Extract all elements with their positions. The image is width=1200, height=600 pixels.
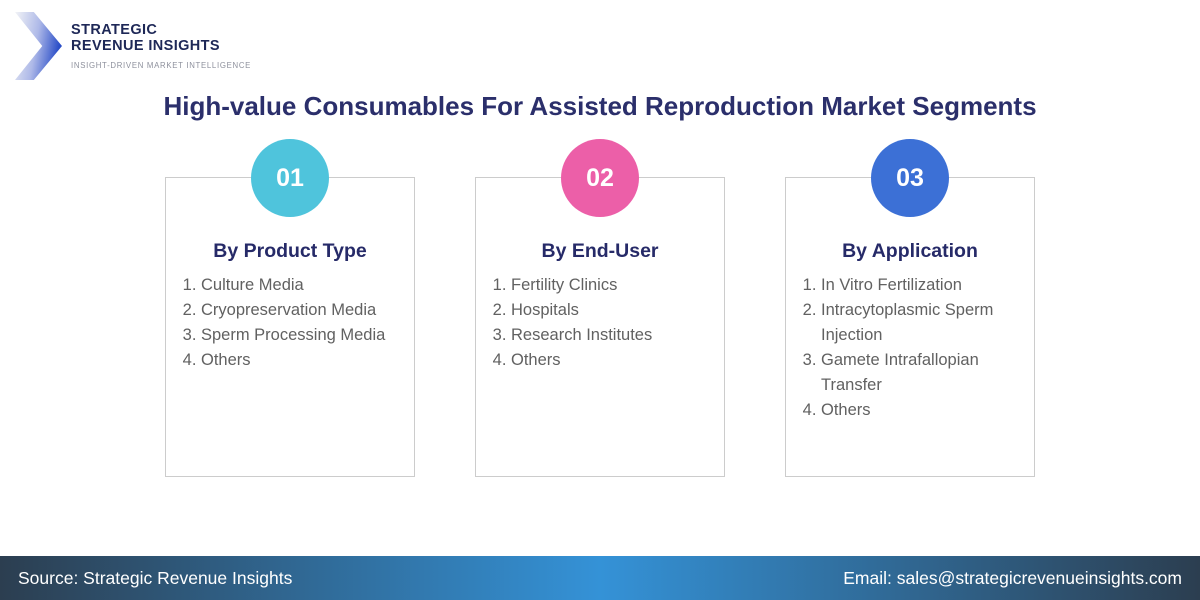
segment-list-item: Others [511,348,710,373]
card-number-badge: 03 [871,139,949,217]
brand-name-line2: REVENUE INSIGHTS [71,38,221,54]
segment-list-item: Others [821,398,1020,423]
segment-list-item: Sperm Processing Media [201,323,400,348]
card-heading: By End-User [541,240,659,262]
card-number-badge: 02 [561,139,639,217]
segment-list-item: Intracytoplasmic Sperm Injection [821,298,1020,348]
card-heading: By Product Type [213,240,367,262]
card-number-badge: 01 [251,139,329,217]
segment-list-item: In Vitro Fertilization [821,273,1020,298]
brand-text: STRATEGIC REVENUE INSIGHTS INSIGHT-DRIVE… [71,22,251,70]
segment-list: In Vitro FertilizationIntracytoplasmic S… [800,273,1020,423]
chevron-arrow-icon [15,12,62,80]
footer-source: Source: Strategic Revenue Insights [18,567,293,588]
segment-list-item: Culture Media [201,273,400,298]
brand-logo: STRATEGIC REVENUE INSIGHTS INSIGHT-DRIVE… [15,12,251,80]
segment-list-item: Gamete Intrafallopian Transfer [821,348,1020,398]
segment-list-item: Hospitals [511,298,710,323]
segment-list: Fertility ClinicsHospitalsResearch Insti… [490,273,710,373]
segment-list-item: Cryopreservation Media [201,298,400,323]
segment-list-item: Fertility Clinics [511,273,710,298]
footer-email: Email: sales@strategicrevenueinsights.co… [843,567,1182,588]
card-by-end-user: 02 By End-User Fertility ClinicsHospital… [475,139,725,477]
brand-name-line1: STRATEGIC [71,22,158,38]
segment-list-item: Research Institutes [511,323,710,348]
card-heading: By Application [842,240,978,262]
segment-cards: 01 By Product Type Culture MediaCryopres… [0,139,1200,477]
segment-list: Culture MediaCryopreservation MediaSperm… [180,273,400,373]
card-by-application: 03 By Application In Vitro Fertilization… [785,139,1035,477]
card-by-product-type: 01 By Product Type Culture MediaCryopres… [165,139,415,477]
footer-bar: Source: Strategic Revenue Insights Email… [0,556,1200,600]
page-title: High-value Consumables For Assisted Repr… [163,91,1037,121]
segment-list-item: Others [201,348,400,373]
brand-tagline: INSIGHT-DRIVEN MARKET INTELLIGENCE [71,61,252,70]
